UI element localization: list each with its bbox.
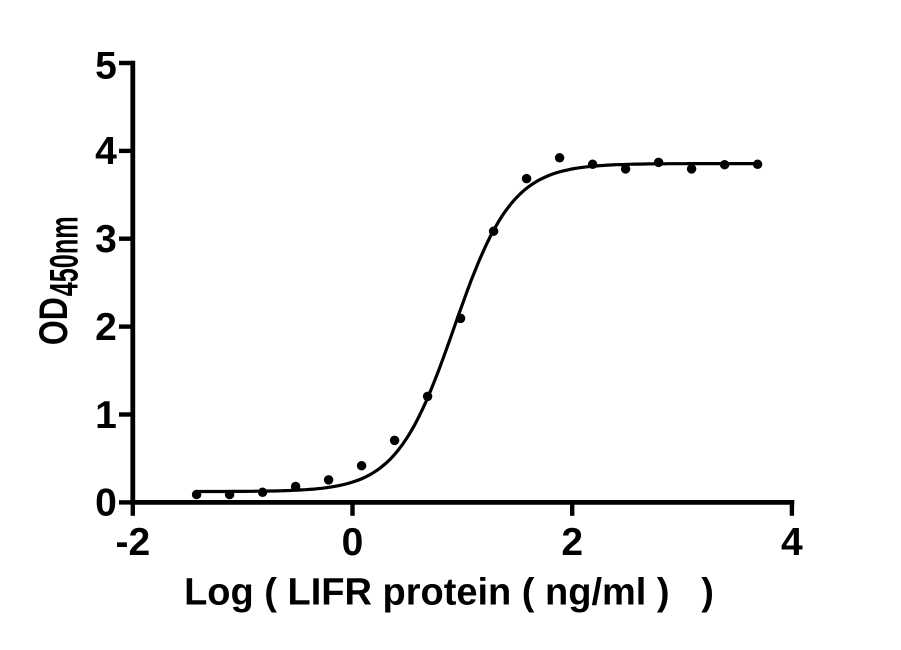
svg-text:5: 5 (95, 45, 117, 88)
svg-text:4: 4 (95, 130, 117, 173)
svg-text:450nm: 450nm (42, 216, 86, 296)
svg-text:0: 0 (95, 482, 117, 525)
svg-text:3: 3 (95, 218, 117, 261)
svg-text:1: 1 (95, 394, 117, 437)
svg-text:2: 2 (95, 306, 117, 349)
svg-text:Log ( LIFR protein ( ng/ml ): Log ( LIFR protein ( ng/ml ) ) (184, 572, 714, 614)
svg-text:-2: -2 (115, 521, 150, 564)
svg-text:2: 2 (561, 521, 583, 564)
svg-text:0: 0 (342, 521, 364, 564)
svg-text:4: 4 (781, 521, 803, 564)
svg-text:OD: OD (32, 297, 76, 345)
